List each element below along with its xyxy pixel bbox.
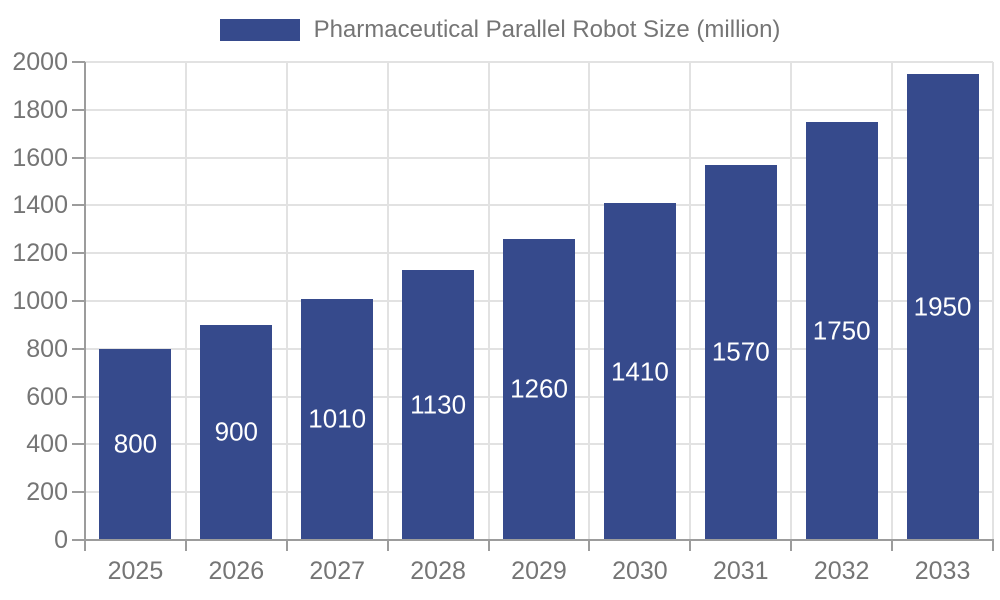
y-tick-label: 1800	[12, 95, 68, 124]
bar-value-label: 1950	[913, 291, 972, 322]
bar-2033[interactable]: 1950	[906, 73, 979, 540]
gridline-vertical	[285, 62, 288, 540]
legend-swatch-icon	[219, 19, 300, 41]
x-tick-label: 2033	[914, 557, 971, 585]
bar-2030[interactable]: 1410	[603, 203, 676, 540]
x-tick-label: 2030	[612, 557, 668, 585]
x-tick-label: 2027	[309, 557, 366, 585]
bar-2026[interactable]: 900	[200, 324, 273, 540]
gridline-vertical	[891, 62, 894, 540]
y-axis-tick	[72, 300, 85, 302]
gridline-vertical	[689, 62, 692, 540]
gridline-vertical	[588, 62, 591, 540]
x-tick-label: 2025	[107, 557, 164, 585]
bar-value-label: 1260	[510, 373, 568, 404]
y-tick-label: 1000	[12, 287, 68, 315]
gridline-horizontal	[85, 61, 993, 63]
y-tick-label: 800	[26, 334, 68, 363]
x-axis-line	[84, 539, 994, 541]
x-tick-label: 2031	[712, 557, 769, 585]
x-axis-tick	[84, 540, 86, 551]
bar-2029[interactable]: 1260	[503, 238, 575, 540]
gridline-vertical	[487, 62, 490, 540]
x-axis-tick	[588, 540, 591, 551]
bar-2025[interactable]: 800	[99, 348, 172, 540]
bar-value-label: 800	[113, 428, 158, 459]
x-axis-tick	[992, 540, 994, 551]
bar-2028[interactable]: 1130	[402, 269, 475, 540]
y-axis-tick	[72, 539, 85, 541]
x-tick-label: 2032	[813, 557, 870, 585]
bar-value-label: 1750	[812, 315, 871, 346]
y-tick-label: 1600	[12, 143, 68, 172]
bar-value-label: 1130	[410, 389, 467, 420]
bar-value-label: 1410	[610, 356, 669, 386]
bar-2032[interactable]: 1750	[805, 121, 878, 540]
x-axis-tick	[790, 540, 793, 551]
x-tick-label: 2028	[410, 557, 466, 585]
y-axis-tick	[72, 204, 85, 207]
x-axis-tick	[386, 540, 389, 551]
y-axis-tick	[72, 61, 85, 63]
y-tick-label: 2000	[12, 48, 68, 76]
y-axis-tick	[72, 491, 85, 494]
y-tick-label: 600	[26, 382, 68, 411]
gridline-horizontal	[85, 156, 993, 159]
x-axis-tick	[891, 540, 894, 551]
x-axis-tick	[184, 540, 187, 551]
gridline-horizontal	[85, 204, 993, 207]
y-tick-label: 1200	[12, 239, 68, 268]
gridline-vertical	[790, 62, 793, 540]
legend[interactable]: Pharmaceutical Parallel Robot Size (mill…	[0, 16, 1000, 44]
y-axis-line	[84, 62, 86, 540]
legend-label: Pharmaceutical Parallel Robot Size (mill…	[313, 16, 781, 43]
bar-2027[interactable]: 1010	[301, 298, 374, 540]
y-axis-tick	[72, 156, 85, 159]
x-tick-label: 2026	[208, 557, 265, 585]
x-axis-tick	[487, 540, 490, 551]
y-tick-label: 200	[26, 478, 68, 507]
y-tick-label: 400	[26, 430, 68, 459]
y-axis-tick	[72, 108, 85, 111]
gridline-horizontal	[85, 108, 993, 111]
x-axis-tick	[689, 540, 692, 551]
bar-value-label: 1010	[308, 403, 367, 434]
y-axis-tick	[72, 395, 85, 398]
gridline-vertical	[386, 62, 389, 540]
y-axis-tick	[72, 443, 85, 446]
bar-2031[interactable]: 1570	[704, 164, 777, 540]
y-tick-label: 1400	[12, 191, 68, 220]
bar-value-label: 900	[214, 416, 259, 447]
plot-area: 800 900 1010 1130 1260 1410 1570 1750 1950	[85, 61, 994, 540]
y-axis-tick	[72, 347, 85, 350]
y-tick-label: 0	[54, 526, 68, 554]
x-tick-label: 2029	[511, 557, 567, 585]
bar-value-label: 1570	[711, 336, 770, 367]
gridline-vertical	[992, 62, 994, 540]
x-axis-tick	[285, 540, 288, 551]
y-axis-tick	[72, 252, 85, 255]
gridline-vertical	[184, 62, 187, 540]
